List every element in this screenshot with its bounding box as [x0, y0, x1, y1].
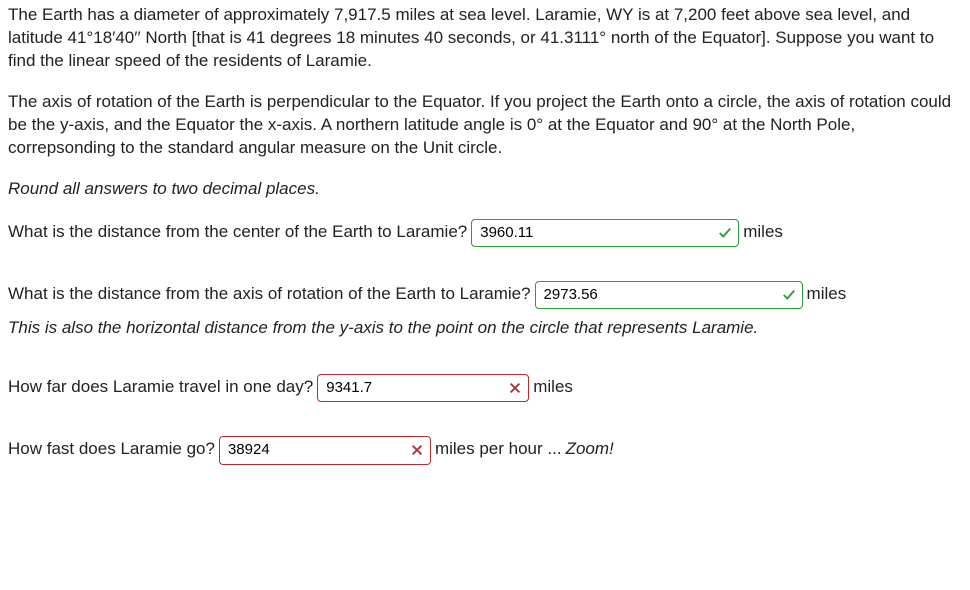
question-1-prompt: What is the distance from the center of … — [8, 221, 467, 244]
question-3-prompt: How far does Laramie travel in one day? — [8, 376, 313, 399]
question-2-value: 2973.56 — [544, 285, 598, 305]
question-1-unit: miles — [743, 221, 783, 244]
ninety-degrees: 90° — [692, 115, 718, 134]
question-1-answer-box[interactable]: 3960.11 — [471, 219, 739, 247]
p2-text-b: at the Equator and — [543, 115, 692, 134]
cross-icon — [410, 443, 424, 457]
question-2-unit: miles — [807, 283, 847, 306]
question-4-unit-b: Zoom! — [566, 438, 614, 461]
question-4: How fast does Laramie go? 38924 miles pe… — [8, 436, 962, 464]
intro-paragraph-1: The Earth has a diameter of approximatel… — [8, 4, 962, 73]
latitude-dms: 41°18′40′′ — [68, 28, 141, 47]
question-1-value: 3960.11 — [480, 223, 533, 243]
question-2-answer-box[interactable]: 2973.56 — [535, 281, 803, 309]
rounding-instruction: Round all answers to two decimal places. — [8, 178, 962, 201]
question-3-unit: miles — [533, 376, 573, 399]
question-3: How far does Laramie travel in one day? … — [8, 374, 962, 402]
question-4-prompt: How fast does Laramie go? — [8, 438, 215, 461]
question-3-value: 9341.7 — [326, 378, 372, 398]
question-4-value: 38924 — [228, 440, 270, 460]
question-2-prompt: What is the distance from the axis of ro… — [8, 283, 531, 306]
question-1: What is the distance from the center of … — [8, 219, 962, 247]
question-4-unit-a: miles per hour ... — [435, 438, 562, 461]
question-3-answer-box[interactable]: 9341.7 — [317, 374, 529, 402]
p1-text-b: North [that is 41 degrees 18 minutes 40 … — [141, 28, 541, 47]
question-2-hint: This is also the horizontal distance fro… — [8, 317, 962, 340]
latitude-decimal: 41.3111° — [540, 28, 606, 47]
check-icon — [782, 288, 796, 302]
question-2: What is the distance from the axis of ro… — [8, 281, 962, 340]
cross-icon — [508, 381, 522, 395]
intro-paragraph-2: The axis of rotation of the Earth is per… — [8, 91, 962, 160]
check-icon — [718, 226, 732, 240]
question-4-answer-box[interactable]: 38924 — [219, 436, 431, 464]
zero-degrees: 0° — [527, 115, 543, 134]
